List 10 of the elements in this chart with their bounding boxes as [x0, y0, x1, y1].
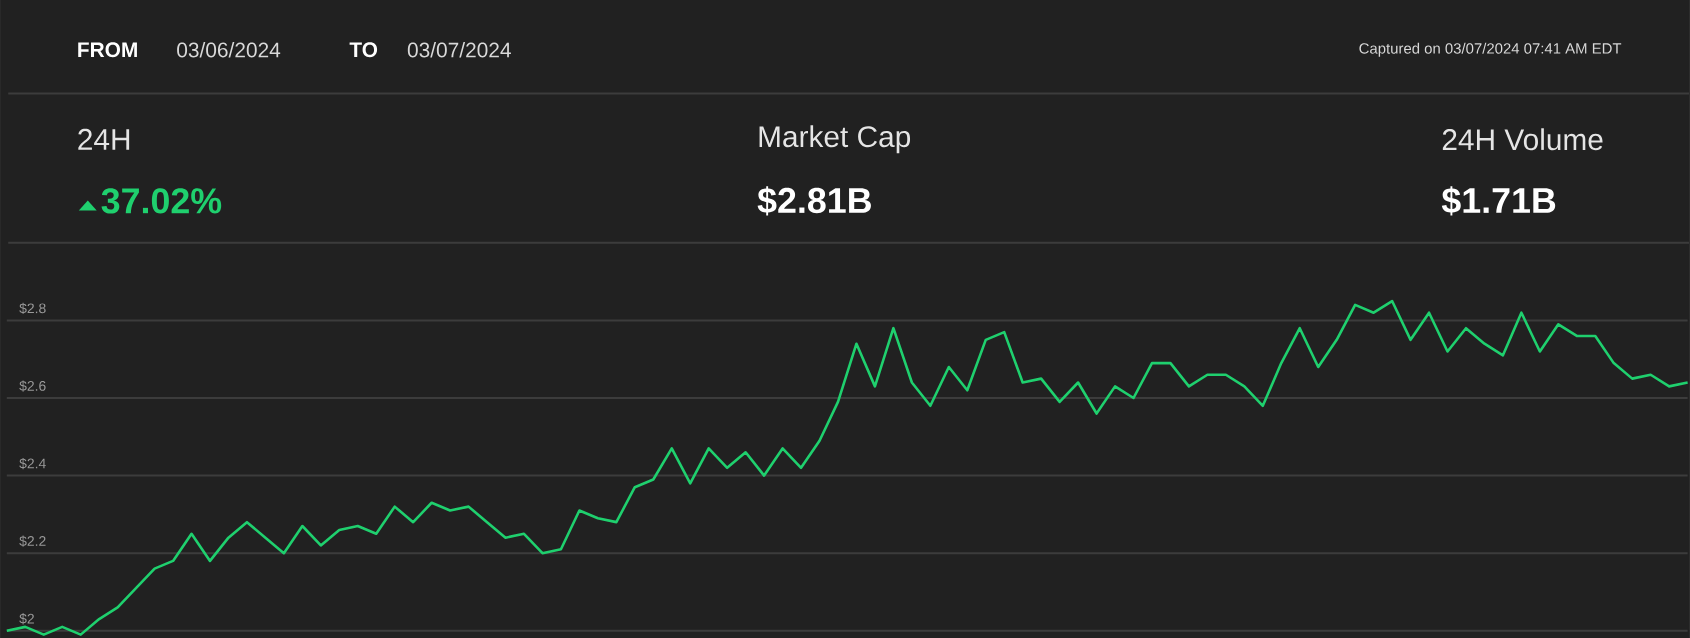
- annotation: TO: [349, 42, 378, 57]
- annotation: FROM: [78, 42, 137, 57]
- annotation: 03/07/2024: [407, 41, 511, 58]
- annotation: $1.71B: [1441, 186, 1556, 216]
- annotation: 24H: [78, 128, 130, 150]
- annotation: 37.02%: [101, 187, 222, 214]
- annotation: Market Cap: [759, 125, 911, 153]
- annotation: $2.81B: [757, 186, 871, 216]
- annotation: 24H Volume: [1442, 128, 1603, 150]
- annotation: 03/06/2024: [177, 41, 281, 58]
